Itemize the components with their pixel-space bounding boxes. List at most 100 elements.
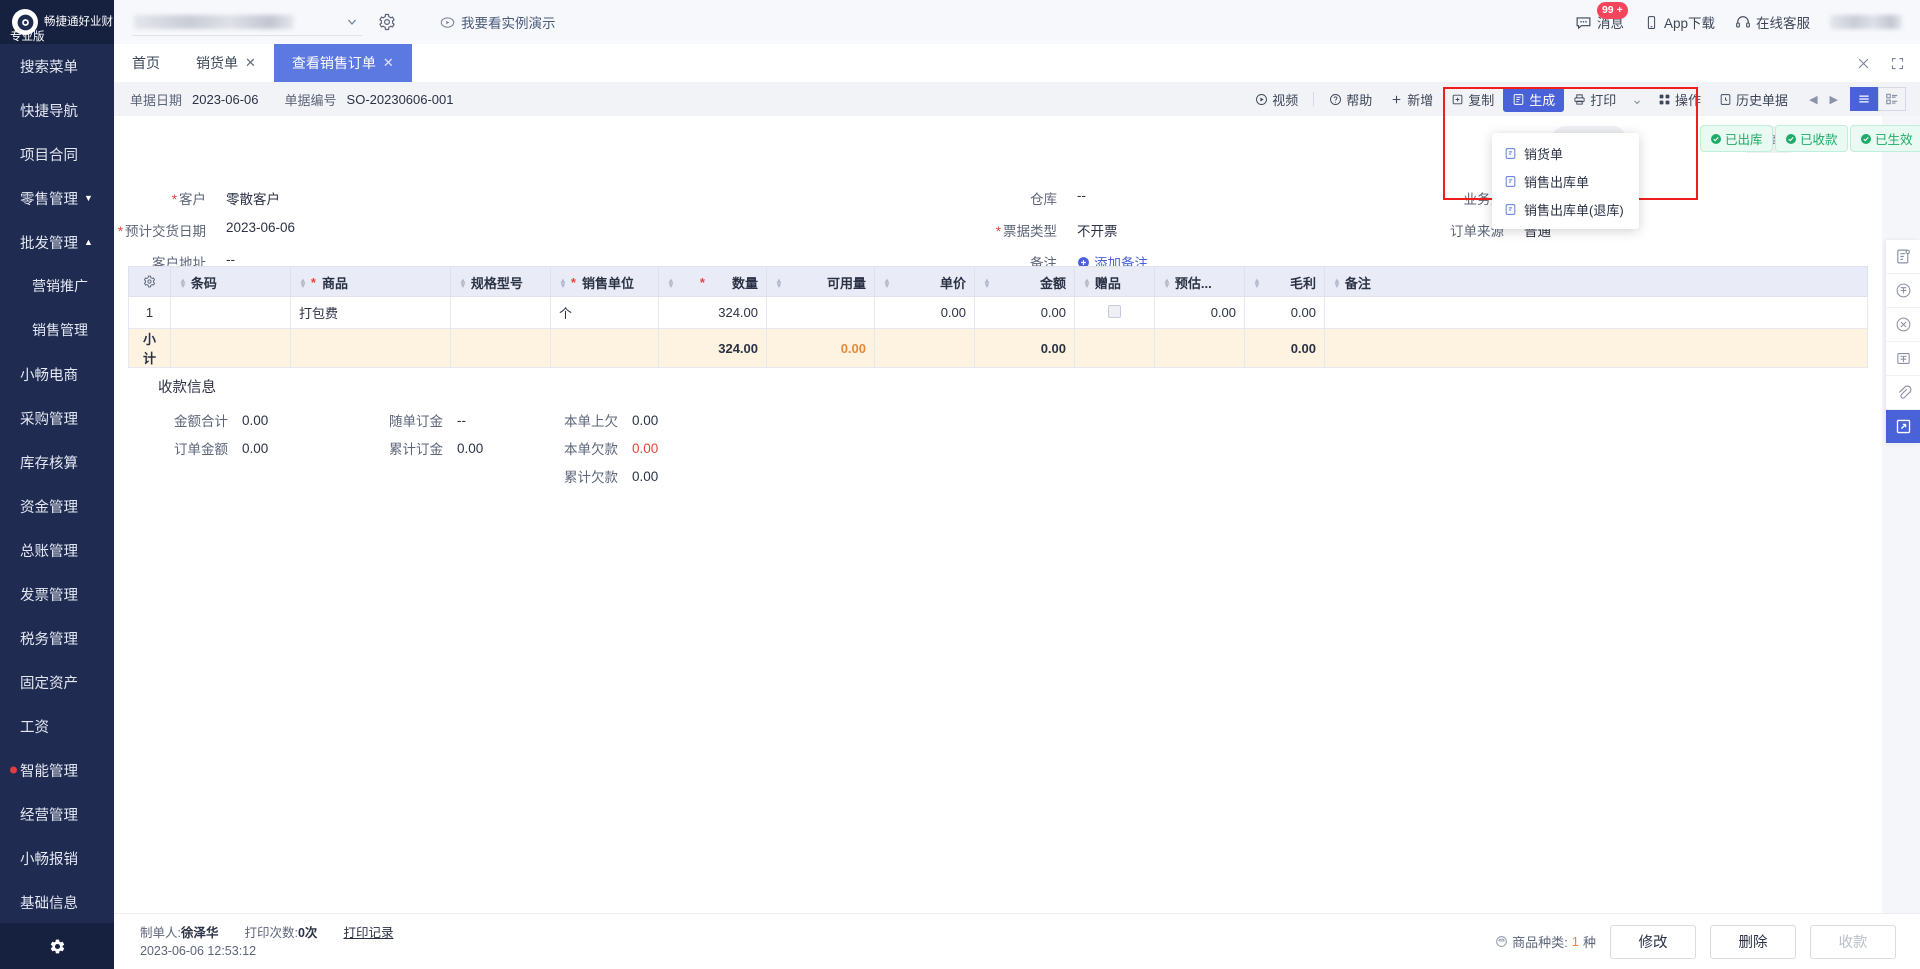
sort-icon[interactable]: ▲ ▼ xyxy=(459,275,467,290)
gear-icon[interactable] xyxy=(137,275,162,288)
chevron-left-icon[interactable]: ◀ xyxy=(1809,93,1818,106)
sort-icon[interactable]: ▲ ▼ xyxy=(299,275,307,290)
debt-circle-button[interactable] xyxy=(1886,308,1920,342)
tab-1[interactable]: 销货单 ✕ xyxy=(178,44,274,82)
sidebar-item-19[interactable]: 基础信息 xyxy=(0,880,114,924)
print-log-link[interactable]: 打印记录 xyxy=(343,925,394,940)
cell-avail[interactable] xyxy=(766,296,875,329)
toolbar-新增-button[interactable]: 新增 xyxy=(1381,87,1442,112)
sort-icon[interactable]: ▲ ▼ xyxy=(983,275,991,290)
tab-close-icon[interactable]: ✕ xyxy=(382,55,394,70)
cell-note[interactable] xyxy=(1324,296,1868,329)
form-value-4[interactable]: 不开票 xyxy=(1077,220,1118,240)
card-view-icon[interactable] xyxy=(1878,87,1906,111)
sidebar-item-12[interactable]: 发票管理 xyxy=(0,572,114,616)
sidebar-item-13[interactable]: 税务管理 xyxy=(0,616,114,660)
form-value-1[interactable]: 2023-06-06 xyxy=(226,220,295,235)
table-header-备注[interactable]: ▲ ▼ 备注 xyxy=(1324,266,1868,297)
messages-button[interactable]: 消息 99 + xyxy=(1575,2,1628,32)
sidebar-item-18[interactable]: 小畅报销 xyxy=(0,836,114,880)
cell-qty[interactable]: 324.00 xyxy=(658,296,767,329)
sort-icon[interactable]: ▲ ▼ xyxy=(1253,275,1261,290)
toolbar-历史单据-button[interactable]: 历史单据 xyxy=(1710,87,1797,112)
generate-menu-item-1[interactable]: 销售出库单 xyxy=(1492,167,1639,195)
attachment-button[interactable] xyxy=(1886,376,1920,410)
table-header-销售单位[interactable]: ▲ ▼ * 销售单位 xyxy=(550,266,659,297)
sidebar-item-17[interactable]: 经营管理 xyxy=(0,792,114,836)
table-header-单价[interactable]: ▲ ▼ 单价 xyxy=(874,266,975,297)
table-header-数量[interactable]: ▲ ▼ * 数量 xyxy=(658,266,767,297)
sidebar-item-9[interactable]: 库存核算 xyxy=(0,440,114,484)
cell-spec[interactable] xyxy=(450,296,551,329)
footer-修改-button[interactable]: 修改 xyxy=(1610,924,1696,959)
chevron-down-icon[interactable]: ⌄ xyxy=(1631,90,1644,107)
table-row[interactable]: 1 打包费 个 324.00 0.00 0.00 0.00 0.00 xyxy=(128,296,1868,329)
sidebar-item-0[interactable]: 搜索菜单 xyxy=(0,44,114,88)
top-settings-button[interactable] xyxy=(378,13,396,31)
tab-2[interactable]: 查看销售订单 ✕ xyxy=(273,44,412,82)
cell-price[interactable]: 0.00 xyxy=(874,296,975,329)
cell-est[interactable]: 0.00 xyxy=(1154,296,1245,329)
cell-idx[interactable]: 1 xyxy=(128,296,171,329)
sidebar-item-5[interactable]: 营销推广 xyxy=(0,264,114,308)
table-header-可用量[interactable]: ▲ ▼ 可用量 xyxy=(766,266,875,297)
sidebar-item-1[interactable]: 快捷导航 xyxy=(0,88,114,132)
generate-menu-item-0[interactable]: 销货单 xyxy=(1492,139,1639,167)
user-name-redacted[interactable] xyxy=(1830,15,1902,29)
cell-product[interactable]: 打包费 xyxy=(290,296,451,329)
cell-unit[interactable]: 个 xyxy=(550,296,659,329)
close-icon[interactable] xyxy=(1846,44,1880,82)
toolbar-操作-button[interactable]: 操作 xyxy=(1649,87,1710,112)
sidebar-item-8[interactable]: 采购管理 xyxy=(0,396,114,440)
toolbar-复制-button[interactable]: 复制 xyxy=(1442,87,1503,112)
generate-menu-item-2[interactable]: 销售出库单(退库) xyxy=(1492,195,1639,223)
sidebar-settings-button[interactable] xyxy=(0,923,114,969)
sort-icon[interactable]: ▲ ▼ xyxy=(775,275,783,290)
table-header-规格型号[interactable]: ▲ ▼ 规格型号 xyxy=(450,266,551,297)
sidebar-item-16[interactable]: 智能管理 xyxy=(0,748,114,792)
table-header-预估...[interactable]: ▲ ▼ 预估... xyxy=(1154,266,1245,297)
form-value-3[interactable]: -- xyxy=(1077,188,1086,203)
app-download-button[interactable]: App下载 xyxy=(1644,12,1715,32)
table-header-条码[interactable]: ▲ ▼ 条码 xyxy=(170,266,291,297)
expand-icon[interactable] xyxy=(1880,44,1914,82)
sort-icon[interactable]: ▲ ▼ xyxy=(667,275,675,290)
tab-close-icon[interactable]: ✕ xyxy=(245,55,256,70)
organization-selector[interactable] xyxy=(132,8,362,36)
sort-icon[interactable]: ▲ ▼ xyxy=(1333,275,1341,290)
tab-0[interactable]: 首页 xyxy=(114,44,178,82)
document-note-button[interactable] xyxy=(1886,240,1920,274)
sidebar-item-3[interactable]: 零售管理 ▼ xyxy=(0,176,114,220)
table-header-金额[interactable]: ▲ ▼ 金额 xyxy=(974,266,1075,297)
toolbar-打印-button[interactable]: 打印 xyxy=(1564,87,1625,112)
sidebar-item-14[interactable]: 固定资产 xyxy=(0,660,114,704)
sidebar-item-11[interactable]: 总账管理 xyxy=(0,528,114,572)
cell-profit[interactable]: 0.00 xyxy=(1244,296,1325,329)
sidebar-item-10[interactable]: 资金管理 xyxy=(0,484,114,528)
toolbar-帮助-button[interactable]: 帮助 xyxy=(1320,87,1381,112)
gift-checkbox[interactable] xyxy=(1108,304,1121,318)
table-header-商品[interactable]: ▲ ▼ * 商品 xyxy=(290,266,451,297)
online-support-button[interactable]: 在线客服 xyxy=(1735,12,1810,32)
sidebar-item-15[interactable]: 工资 xyxy=(0,704,114,748)
sidebar-item-4[interactable]: 批发管理 ▲ xyxy=(0,220,114,264)
cell-amount[interactable]: 0.00 xyxy=(974,296,1075,329)
table-header-毛利[interactable]: ▲ ▼ 毛利 xyxy=(1244,266,1325,297)
cell-barcode[interactable] xyxy=(170,296,291,329)
sidebar-item-6[interactable]: 销售管理 xyxy=(0,308,114,352)
sidebar-item-7[interactable]: 小畅电商 xyxy=(0,352,114,396)
sort-icon[interactable]: ▲ ▼ xyxy=(179,275,187,290)
sort-icon[interactable]: ▲ ▼ xyxy=(883,275,891,290)
form-value-2[interactable]: -- xyxy=(226,252,235,267)
sort-icon[interactable]: ▲ ▼ xyxy=(1083,275,1091,290)
sidebar-item-2[interactable]: 项目合同 xyxy=(0,132,114,176)
toolbar-生成-button[interactable]: 生成 xyxy=(1503,86,1565,112)
toolbar-视频-button[interactable]: 视频 xyxy=(1246,87,1307,112)
sort-icon[interactable]: ▲ ▼ xyxy=(559,275,567,290)
cell-gift[interactable] xyxy=(1074,296,1155,329)
history-circle-button[interactable] xyxy=(1886,274,1920,308)
form-value-0[interactable]: 零散客户 xyxy=(226,188,280,208)
table-header-settings[interactable] xyxy=(128,266,171,297)
coupon-button[interactable] xyxy=(1886,342,1920,376)
demo-link[interactable]: 我要看实例演示 xyxy=(440,12,556,32)
